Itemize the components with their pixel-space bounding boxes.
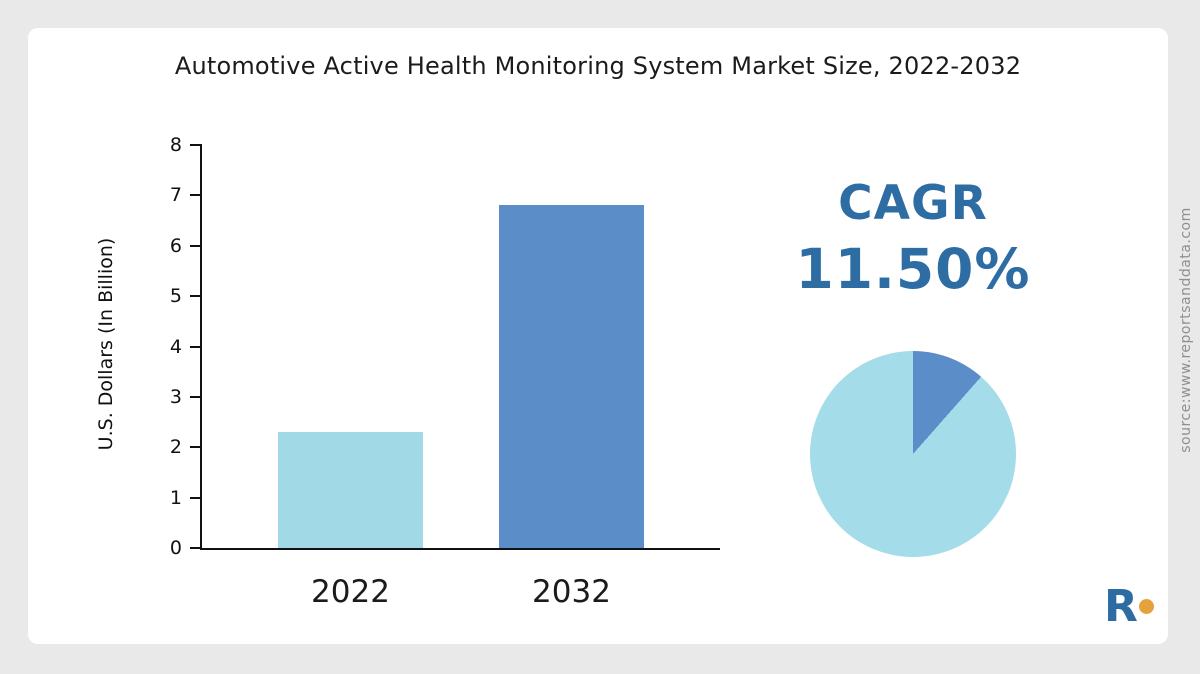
y-tick-mark [190,547,202,549]
y-tick-mark [190,446,202,449]
y-tick-label: 3 [169,385,182,408]
y-tick-mark [190,345,202,348]
chart-title: Automotive Active Health Monitoring Syst… [174,52,1022,80]
y-tick-mark [190,144,202,146]
y-tick-label: 0 [169,537,182,559]
x-axis-label-2032: 2032 [532,574,611,610]
cagr-panel: CAGR 11.50% [770,178,1056,557]
cagr-label: CAGR [838,176,988,231]
chart-card: Automotive Active Health Monitoring Syst… [28,28,1168,644]
y-tick-mark [190,295,202,298]
source-attribution: source:www.reportsanddata.com [1178,207,1194,453]
bars-container: 2022 2032 [202,145,720,610]
y-tick-mark [190,194,202,197]
y-tick-label: 2 [169,436,182,459]
y-tick-label: 6 [169,234,182,257]
y-tick-label: 8 [169,134,182,156]
logo-letter: R [1104,581,1138,632]
bar-slot-2032: 2032 [499,145,644,610]
pie-chart [810,350,1016,557]
logo-dot-icon [1139,599,1154,614]
y-tick-label: 7 [169,184,182,207]
y-tick-mark [190,496,202,499]
cagr-value: 11.50% [795,236,1031,301]
y-axis-title: U.S. Dollars (In Billion) [95,237,117,451]
y-tick-label: 1 [169,486,182,509]
plot-area: 2022 2032 0 1 2 3 4 5 6 7 8 [170,134,720,610]
y-tick-label: 4 [169,335,182,358]
bar-2032 [499,205,644,548]
y-tick-label: 5 [169,285,182,308]
bar-2022 [278,432,423,548]
brand-logo: R [1104,584,1160,630]
x-axis-label-2022: 2022 [311,574,390,610]
y-tick-mark [190,244,202,247]
y-tick-mark [190,395,202,398]
bar-slot-2022: 2022 [278,145,423,610]
